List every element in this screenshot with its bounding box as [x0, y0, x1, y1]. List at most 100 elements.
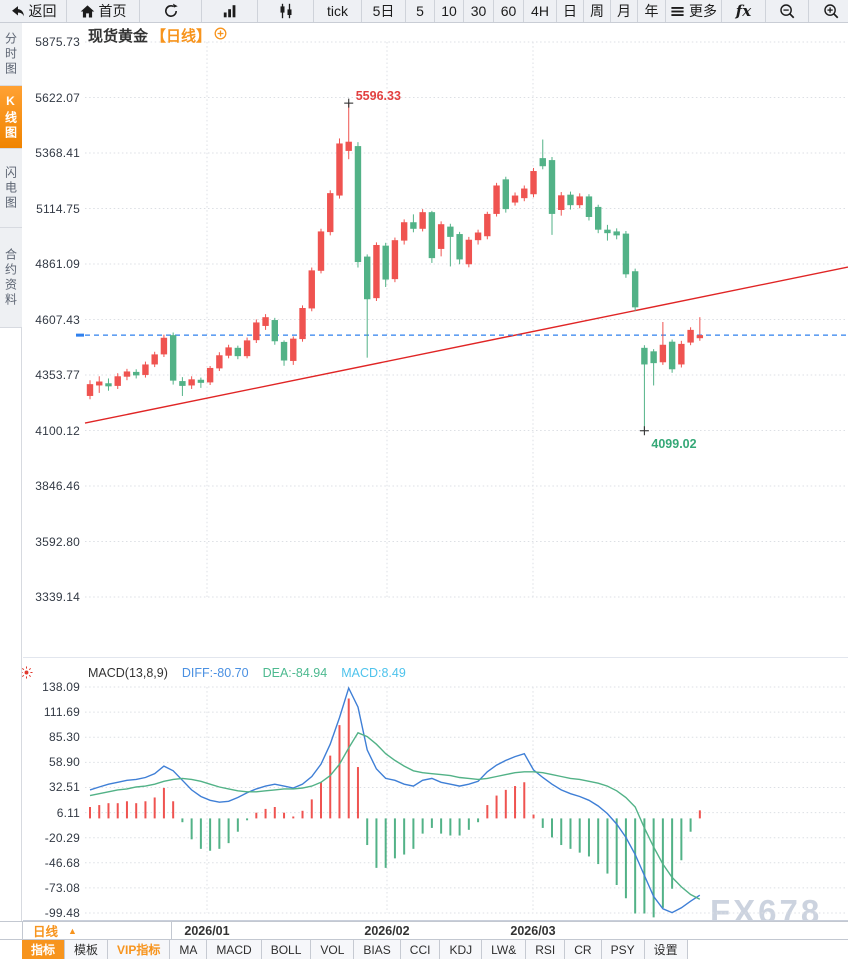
- toolbar-item-30[interactable]: 30: [464, 0, 494, 22]
- toolbar-item-bar-chart[interactable]: [202, 0, 258, 22]
- period-dropdown[interactable]: 日线 ▲: [22, 922, 172, 939]
- macd-axis-tick: 6.11: [56, 805, 80, 820]
- toolbar-item-day[interactable]: 日: [557, 0, 584, 22]
- chevron-up-icon: ▲: [68, 925, 77, 936]
- top-toolbar: 返回 首页 tick 5日 5 10 30 60 4H 日周月年 更多 fx: [0, 0, 848, 23]
- toolbar-item-label: 60: [500, 3, 517, 19]
- toolbar-item-refresh[interactable]: [140, 0, 202, 22]
- toolbar-item-label: 10: [441, 3, 457, 19]
- indicator-toolbar: 指标 模板 VIP指标 MA MACD BOLL VOL BIAS CCI KDJ LW& RSI CR…: [0, 940, 848, 959]
- x-axis-month-label: 2026/02: [364, 923, 410, 938]
- indicator-button-rsi[interactable]: RSI: [526, 940, 566, 959]
- price-axis-tick: 5875.73: [35, 35, 80, 49]
- macd-hist-value: MACD:8.49: [341, 666, 406, 680]
- macd-indicator-name: MACD(13,8,9): [88, 666, 168, 680]
- price-axis-tick: 3592.80: [35, 534, 80, 549]
- indicator-button-psy[interactable]: PSY: [601, 940, 645, 959]
- macd-dea-value: DEA:-84.94: [262, 666, 328, 680]
- x-axis-row: 日线 ▲ 2026/01 2026/02 2026/03: [0, 921, 848, 940]
- macd-header: MACD(13,8,9) DIFF:-80.70 DEA:-84.94 MACD…: [88, 666, 406, 680]
- toolbar-item-label: fx: [735, 2, 752, 20]
- toolbar-item-label: 月: [617, 3, 631, 19]
- toolbar-item-4h[interactable]: 4H: [524, 0, 557, 22]
- indicator-button-boll[interactable]: BOLL: [261, 940, 312, 959]
- macd-axis-tick: 58.90: [48, 755, 80, 770]
- toolbar-item-label: 首页: [98, 3, 127, 19]
- macd-axis-tick: -20.29: [44, 830, 80, 845]
- toolbar-item-label: 更多: [689, 3, 717, 19]
- toolbar-item-label: tick: [327, 3, 348, 19]
- toolbar-item-label: 周: [590, 3, 604, 19]
- sidebar-tab-contract-info[interactable]: 合约资料: [0, 228, 22, 328]
- toolbar-item-back[interactable]: 返回: [0, 0, 67, 22]
- toolbar-item-label: 日: [563, 3, 577, 19]
- indicator-toolbar-spacer: [687, 940, 848, 959]
- indicator-button-vol[interactable]: VOL: [311, 940, 355, 959]
- indicator-button-template[interactable]: 模板: [65, 940, 109, 959]
- toolbar-item-fx[interactable]: fx: [722, 0, 766, 22]
- high-price-annotation: 5596.33: [355, 89, 401, 104]
- toolbar-item-week[interactable]: 周: [584, 0, 611, 22]
- chart-type-sidebar: 分时图 K线图 闪电图 合约资料: [0, 23, 22, 921]
- x-axis-month-label: 2026/03: [510, 923, 556, 938]
- indicator-button-settings[interactable]: 设置: [644, 940, 688, 959]
- toolbar-item-label: 4H: [531, 3, 549, 19]
- price-axis-tick: 4100.12: [35, 423, 80, 438]
- price-axis-tick: 3339.14: [35, 590, 80, 604]
- macd-axis-tick: -99.48: [44, 906, 80, 921]
- toolbar-item-tick[interactable]: tick: [314, 0, 362, 22]
- price-axis-tick: 4353.77: [35, 368, 80, 382]
- toolbar-item-label: 5日: [372, 3, 395, 19]
- low-price-annotation: 4099.02: [651, 436, 697, 451]
- price-axis-tick: 4607.43: [35, 312, 80, 327]
- toolbar-item-60[interactable]: 60: [494, 0, 524, 22]
- menu-icon: [670, 4, 685, 19]
- indicator-button-cr[interactable]: CR: [565, 940, 602, 959]
- indicator-button-indicator[interactable]: 指标: [22, 940, 66, 959]
- macd-diff-value: DIFF:-80.70: [181, 666, 249, 680]
- indicator-button-ma[interactable]: MA: [170, 940, 208, 959]
- indicator-button-kdj[interactable]: KDJ: [440, 940, 483, 959]
- add-indicator-icon[interactable]: [214, 27, 227, 44]
- home-icon: [80, 4, 95, 19]
- toolbar-item-10[interactable]: 10: [435, 0, 464, 22]
- macd-settings-icon[interactable]: [20, 666, 33, 684]
- sidebar-tab-kline-chart[interactable]: K线图: [0, 86, 22, 149]
- zoom-in-icon: [823, 3, 840, 20]
- candlestick-icon: [278, 3, 294, 19]
- zoom-out-icon: [779, 3, 796, 20]
- back-arrow-icon: [10, 4, 25, 19]
- toolbar-item-label: 年: [644, 3, 659, 19]
- toolbar-item-month[interactable]: 月: [611, 0, 638, 22]
- price-axis-tick: 5368.41: [35, 146, 80, 160]
- macd-axis-tick: -73.08: [44, 880, 80, 895]
- toolbar-item-5d[interactable]: 5日: [362, 0, 406, 22]
- sidebar-tab-lightning-chart[interactable]: 闪电图: [0, 149, 22, 228]
- indicator-button-vip-indicator[interactable]: VIP指标: [108, 940, 171, 959]
- indicator-button-macd[interactable]: MACD: [207, 940, 262, 959]
- sidebar-tab-time-chart[interactable]: 分时图: [0, 23, 22, 86]
- indicator-button-lwr[interactable]: LW&: [482, 940, 527, 959]
- toolbar-item-zoom-out[interactable]: [766, 0, 809, 22]
- period-dropdown-label: 日线: [33, 925, 59, 939]
- toolbar-item-label: 5: [416, 3, 424, 19]
- macd-axis-tick: 111.69: [43, 705, 80, 720]
- x-axis-month-label: 2026/01: [184, 923, 230, 938]
- price-axis-tick: 5622.07: [35, 90, 80, 105]
- indicator-button-bias[interactable]: BIAS: [354, 940, 401, 959]
- toolbar-item-year[interactable]: 年: [638, 0, 666, 22]
- price-axis-tick: 3846.46: [35, 479, 80, 493]
- toolbar-item-more[interactable]: 更多: [666, 0, 722, 22]
- refresh-icon: [163, 3, 179, 19]
- price-axis-tick: 5114.75: [36, 201, 80, 216]
- macd-axis-tick: 32.51: [48, 780, 80, 795]
- indicator-button-cci[interactable]: CCI: [400, 940, 441, 959]
- toolbar-item-5[interactable]: 5: [406, 0, 435, 22]
- toolbar-item-zoom-in[interactable]: [809, 0, 848, 22]
- toolbar-item-candlestick[interactable]: [258, 0, 314, 22]
- macd-axis-tick: 138.09: [42, 680, 80, 695]
- symbol-name: 现货黄金: [88, 28, 149, 45]
- toolbar-item-label: 返回: [28, 3, 57, 19]
- toolbar-item-home[interactable]: 首页: [67, 0, 140, 22]
